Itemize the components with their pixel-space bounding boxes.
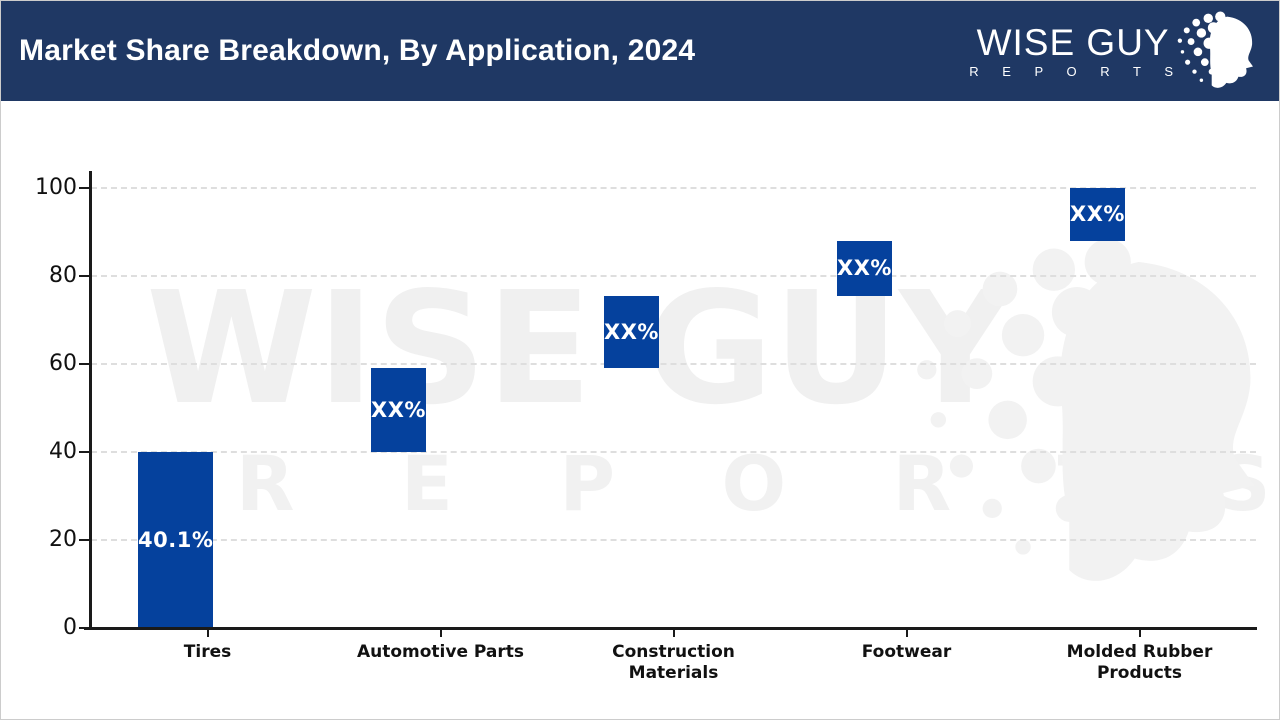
x-tick-label: Footwear (861, 642, 952, 662)
x-tick-mark (672, 629, 675, 637)
x-tick-mark (905, 629, 908, 637)
x-tick-label: Construction Materials (612, 642, 735, 683)
y-tick-label: 60 (49, 351, 77, 376)
y-tick-mark (79, 363, 89, 365)
x-tick-mark (439, 629, 442, 637)
y-axis: 0 20 40 60 80 100 (1, 175, 89, 640)
bar-value-label: XX% (371, 397, 426, 422)
y-tick-mark (79, 539, 89, 541)
bar-value-label: 40.1% (138, 527, 214, 552)
y-tick-mark (79, 275, 89, 277)
plot-area: 40.1% XX% XX% XX% XX% (91, 187, 1256, 628)
wiseguy-logo: WISE GUY R E P O R T S (963, 8, 1259, 94)
x-tick-label: Molded Rubber Products (1066, 642, 1213, 683)
bar-value-label: XX% (604, 319, 659, 344)
report-title: Market Share Breakdown, By Application, … (19, 34, 696, 67)
x-tick-label: Tires (183, 642, 232, 662)
bar-segment: XX% (1070, 188, 1125, 241)
logo-tagline: R E P O R T S (969, 63, 1183, 79)
x-tick-mark (206, 629, 209, 637)
gridline (91, 451, 1256, 453)
x-axis: Tires Automotive Parts Construction Materi… (91, 628, 1256, 718)
logo-wordmark: WISE GUY (976, 21, 1170, 63)
y-tick-label: 100 (35, 175, 77, 200)
x-tick-label: Automotive Parts (356, 642, 525, 662)
y-tick-mark (79, 627, 89, 629)
y-tick-label: 0 (63, 615, 77, 640)
bar-segment: XX% (371, 367, 426, 452)
logo-wordmark-block: WISE GUY R E P O R T S (963, 24, 1183, 79)
chart: WISE GUY R E P O R T S 40.1% XX% XX% XX% XX%… (1, 101, 1279, 719)
gridline (91, 363, 1256, 365)
gridline (91, 539, 1256, 541)
y-tick-label: 80 (49, 263, 77, 288)
bar-segment: XX% (837, 240, 892, 296)
x-tick-mark (1138, 629, 1141, 637)
y-axis-line (89, 171, 92, 630)
bar-value-label: XX% (837, 256, 892, 281)
report-header: Market Share Breakdown, By Application, … (1, 1, 1279, 101)
y-tick-label: 20 (49, 527, 77, 552)
bar-value-label: XX% (1070, 202, 1125, 227)
gridline (91, 275, 1256, 277)
bar-segment: XX% (604, 295, 659, 368)
watermark-text-line1: WISE GUY (146, 258, 1012, 439)
bar-segment: 40.1% (138, 451, 214, 628)
x-axis-line (84, 627, 1257, 630)
y-tick-mark (79, 187, 89, 189)
gridline (91, 187, 1256, 189)
y-tick-label: 40 (49, 439, 77, 464)
wiseguy-face-icon (1177, 11, 1253, 88)
y-tick-mark (79, 451, 89, 453)
